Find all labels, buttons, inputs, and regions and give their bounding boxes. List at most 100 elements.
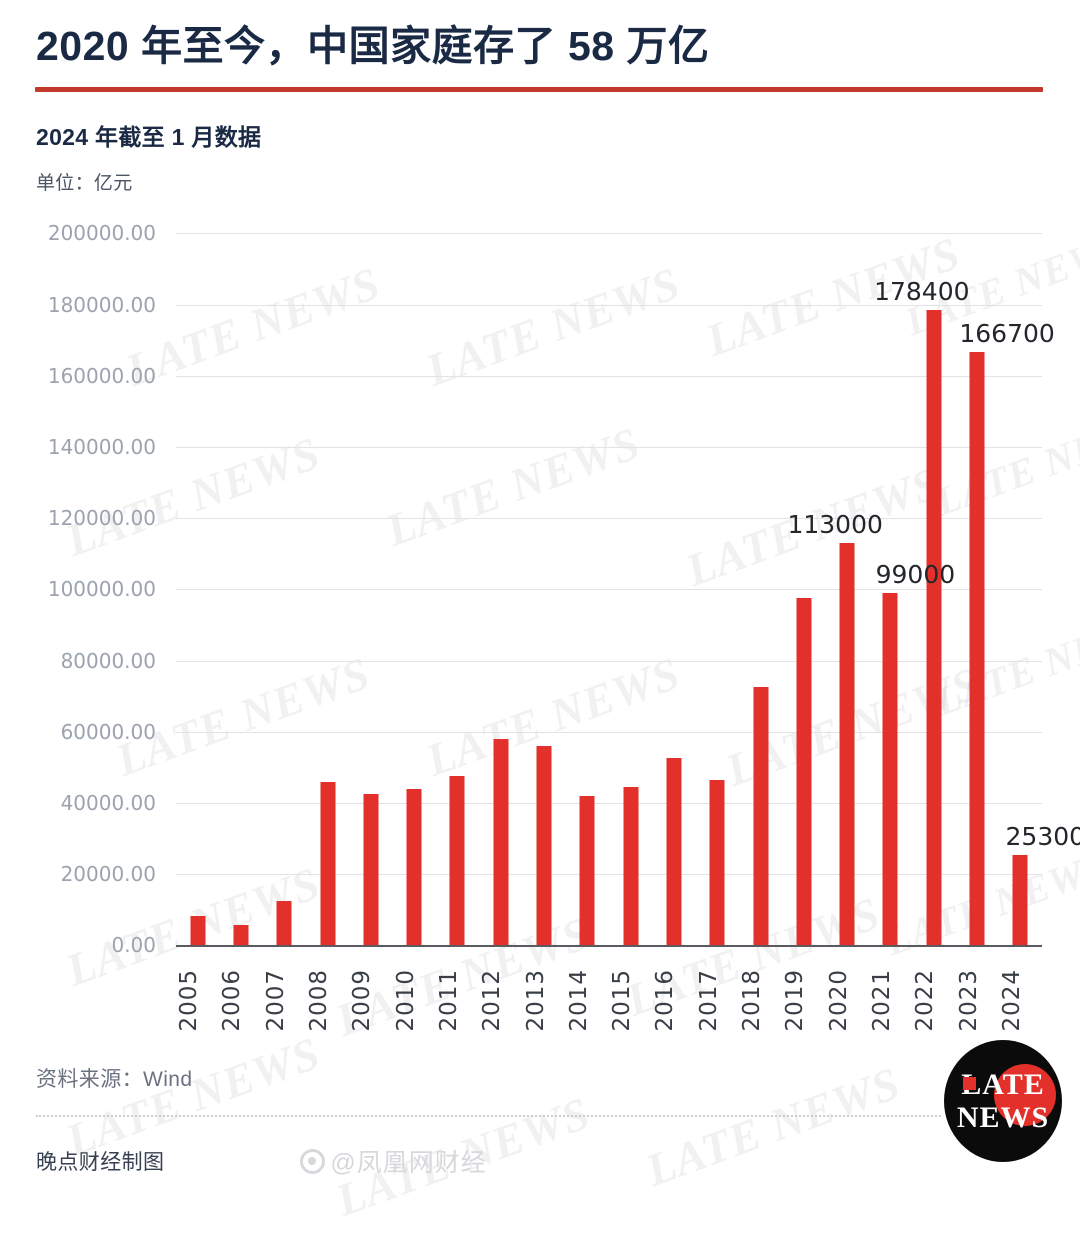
gridline <box>176 802 1042 804</box>
bar-value-label: 113000 <box>787 510 883 540</box>
bar-value-label: 178400 <box>874 277 970 307</box>
gridline <box>176 233 1042 235</box>
x-axis-tick-label: 2006 <box>219 969 246 1032</box>
bar-value-label: 25300 <box>1005 822 1080 852</box>
logo-line-2: NEWS <box>956 1101 1050 1135</box>
x-axis-tick-label: 2015 <box>609 969 636 1032</box>
bar-series: 113000 99000 178400 166700 25300 <box>176 233 1080 946</box>
bar-column <box>263 233 306 946</box>
x-axis-tick-label: 2022 <box>912 969 939 1032</box>
bar <box>839 543 855 946</box>
gridline <box>176 304 1042 306</box>
x-axis-tick-label: 2023 <box>955 969 982 1032</box>
x-axis-tick-label: 2019 <box>782 969 809 1032</box>
x-axis-tick-label: 2021 <box>868 969 895 1032</box>
bar-column <box>782 233 825 946</box>
y-axis-labels: 0.00 20000.00 40000.00 60000.00 80000.00 1000… <box>0 221 168 957</box>
x-axis-tick-label: 2013 <box>522 969 549 1032</box>
weibo-icon <box>300 1148 326 1174</box>
bar-column <box>349 233 392 946</box>
bar-column <box>999 233 1042 946</box>
gridline <box>176 874 1042 876</box>
bar-column <box>826 233 869 946</box>
bar <box>536 746 552 946</box>
bar-column <box>912 233 955 946</box>
gridline <box>176 589 1042 591</box>
bar-column <box>306 233 349 946</box>
bar-value-label: 166700 <box>959 318 1055 348</box>
x-axis-tick-label: 2014 <box>565 969 592 1032</box>
bar <box>233 925 249 946</box>
bar-column <box>739 233 782 946</box>
bar-column <box>566 233 609 946</box>
bar-column <box>219 233 262 946</box>
chart-subtitle: 2024 年截至 1 月数据 <box>36 124 262 151</box>
weibo-handle: @凤凰网财经 <box>330 1149 487 1178</box>
bar <box>709 779 725 946</box>
x-axis-tick-label: 2024 <box>998 969 1025 1032</box>
logo-accent-mark <box>963 1077 976 1091</box>
logo-text: LATE NEWS <box>944 1040 1062 1162</box>
bar-column <box>176 233 219 946</box>
gridline <box>176 731 1042 733</box>
x-axis-tick-label: 2010 <box>392 969 419 1032</box>
chart-footer: 资料来源：Wind 晚点财经制图 @凤凰网财经 LATE NEWS <box>0 1040 1080 1179</box>
footer-divider <box>36 1115 941 1118</box>
x-axis-line <box>176 945 1042 948</box>
bar-column <box>696 233 739 946</box>
bar <box>666 758 682 946</box>
x-axis-tick-label: 2018 <box>739 969 766 1032</box>
y-axis-tick-label: 40000.00 <box>60 790 156 815</box>
bar <box>363 794 379 946</box>
x-axis-tick-label: 2016 <box>652 969 679 1032</box>
bar-column <box>479 233 522 946</box>
bar-column <box>436 233 479 946</box>
bar-column <box>523 233 566 946</box>
bar-column <box>869 233 912 946</box>
bar-column <box>956 233 999 946</box>
bar-column <box>652 233 695 946</box>
y-axis-tick-label: 20000.00 <box>60 862 156 887</box>
y-axis-tick-label: 140000.00 <box>47 434 156 459</box>
bar <box>493 738 509 946</box>
bar <box>926 310 942 946</box>
bar <box>579 795 595 946</box>
x-axis-tick-label: 2007 <box>262 969 289 1032</box>
bar <box>623 786 639 946</box>
gridline <box>176 375 1042 377</box>
bar <box>406 788 422 946</box>
y-axis-tick-label: 0.00 <box>111 933 156 958</box>
credit-row: 晚点财经制图 @凤凰网财经 <box>36 1143 1044 1179</box>
chart-header: 2020 年至今，中国家庭存了 58 万亿 2024 年截至 1 月数据 单位：… <box>0 0 1080 195</box>
bar-value-label: 99000 <box>875 559 956 589</box>
bar <box>969 351 985 946</box>
y-axis-tick-label: 120000.00 <box>47 506 156 531</box>
x-axis-tick-label: 2008 <box>306 969 333 1032</box>
gridline <box>176 660 1042 662</box>
bar <box>1012 855 1028 946</box>
chart-area: 0.00 20000.00 40000.00 60000.00 80000.00 1000… <box>0 215 1080 1045</box>
page-title: 2020 年至今，中国家庭存了 58 万亿 <box>36 23 710 69</box>
source-text: 资料来源：Wind <box>36 1068 193 1092</box>
x-axis-tick-label: 2011 <box>435 969 462 1032</box>
bar <box>320 781 336 946</box>
gridlines <box>176 233 1042 948</box>
plot-area: 113000 99000 178400 166700 25300 <box>176 233 1080 948</box>
y-axis-tick-label: 160000.00 <box>47 363 156 388</box>
bar <box>882 592 898 946</box>
title-divider <box>35 87 1043 93</box>
bar <box>449 776 465 946</box>
y-axis-tick-label: 180000.00 <box>47 292 156 317</box>
credit-text: 晚点财经制图 <box>36 1151 165 1175</box>
chart-unit-label: 单位：亿元 <box>36 173 133 195</box>
bar <box>796 598 812 946</box>
bar <box>276 900 292 946</box>
logo-red-dot <box>994 1064 1056 1127</box>
bar <box>753 687 769 946</box>
x-axis-tick-label: 2017 <box>695 969 722 1032</box>
bar-column <box>609 233 652 946</box>
gridline <box>176 446 1042 448</box>
y-axis-tick-label: 200000.00 <box>47 221 156 246</box>
gridline <box>176 518 1042 520</box>
x-axis-tick-label: 2009 <box>349 969 376 1032</box>
